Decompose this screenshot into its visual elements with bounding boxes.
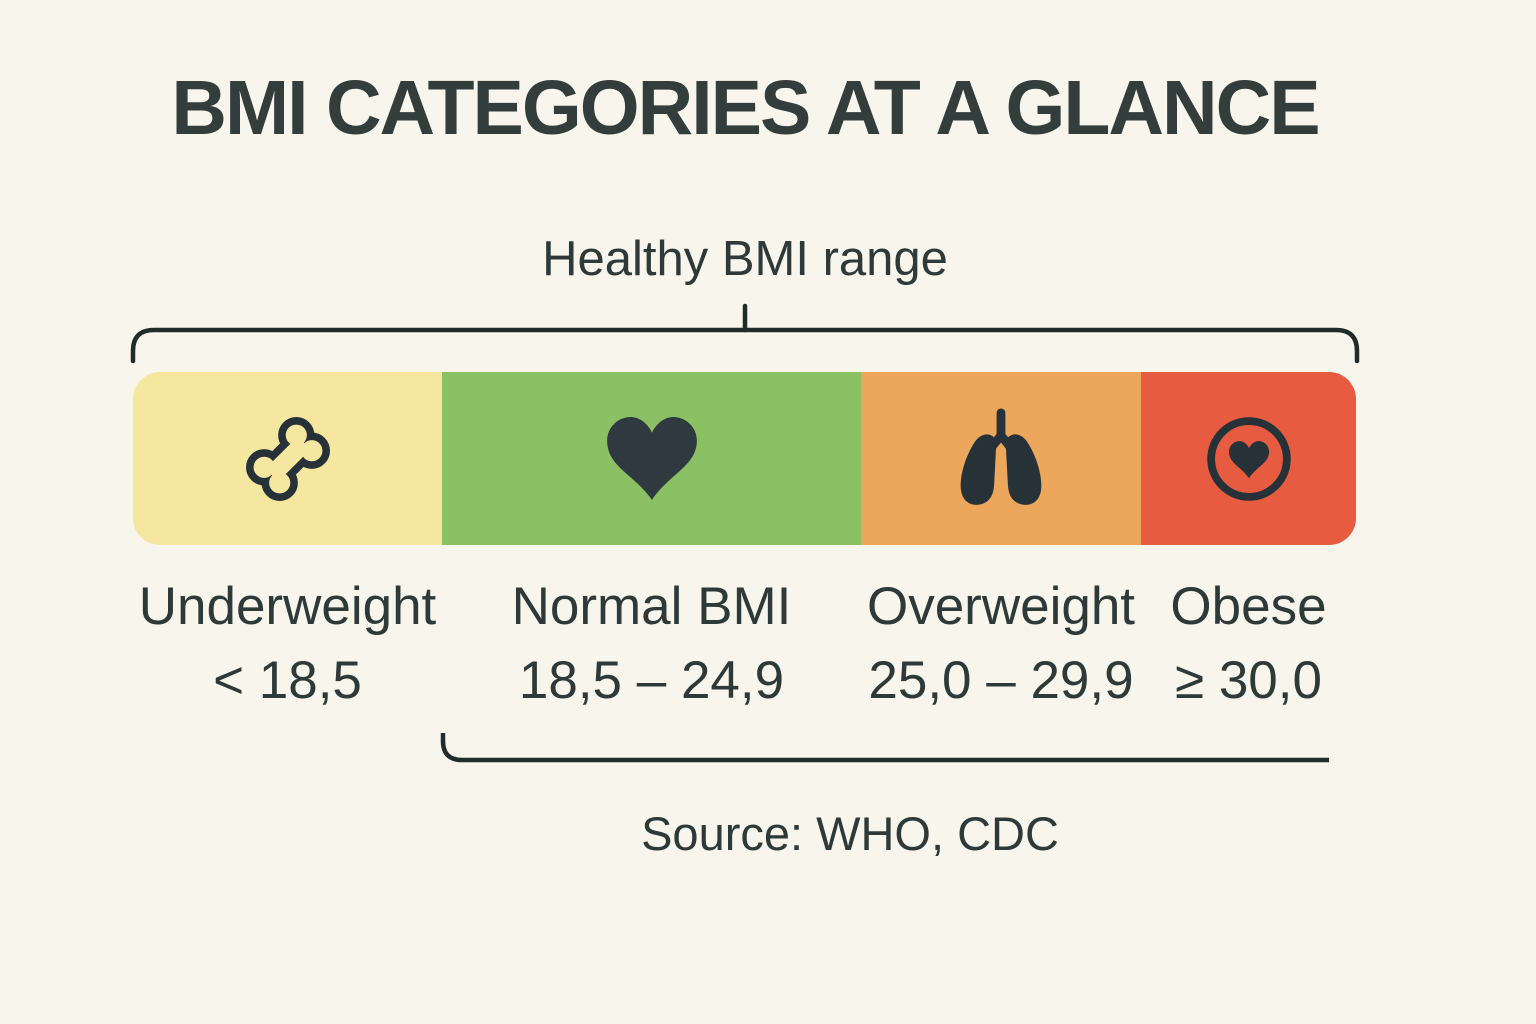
category-name: Obese <box>1170 577 1327 636</box>
bone-icon <box>245 416 330 501</box>
healthy-range-bracket <box>130 327 1360 364</box>
source-note: Source: WHO, CDC <box>641 807 1059 860</box>
page-title: BMI CATEGORIES AT A GLANCE <box>171 65 1320 151</box>
category-name: Underweight <box>138 577 437 636</box>
segment-obese <box>1141 372 1356 545</box>
source-bracket <box>440 733 1329 763</box>
category-range: 18,5 – 24,9 <box>518 651 785 710</box>
lungs-icon <box>960 407 1042 505</box>
category-range: 25,0 – 29,9 <box>868 651 1134 710</box>
segment-overweight <box>861 372 1141 545</box>
category-label-normal: Normal BMI 18,5 – 24,9 <box>442 578 861 710</box>
heart-circle-icon <box>1206 416 1291 501</box>
category-range: < 18,5 <box>213 651 362 710</box>
segment-normal <box>442 372 861 545</box>
category-name: Overweight <box>866 577 1136 636</box>
category-label-overweight: Overweight 25,0 – 29,9 <box>861 578 1141 710</box>
category-name: Normal BMI <box>511 577 792 636</box>
category-range: ≥ 30,0 <box>1175 651 1322 710</box>
category-label-obese: Obese ≥ 30,0 <box>1141 578 1356 710</box>
bmi-scale-bar <box>133 372 1356 545</box>
category-label-underweight: Underweight < 18,5 <box>133 578 442 710</box>
healthy-range-label: Healthy BMI range <box>542 232 948 286</box>
segment-underweight <box>133 372 442 545</box>
heart-icon <box>606 417 697 500</box>
